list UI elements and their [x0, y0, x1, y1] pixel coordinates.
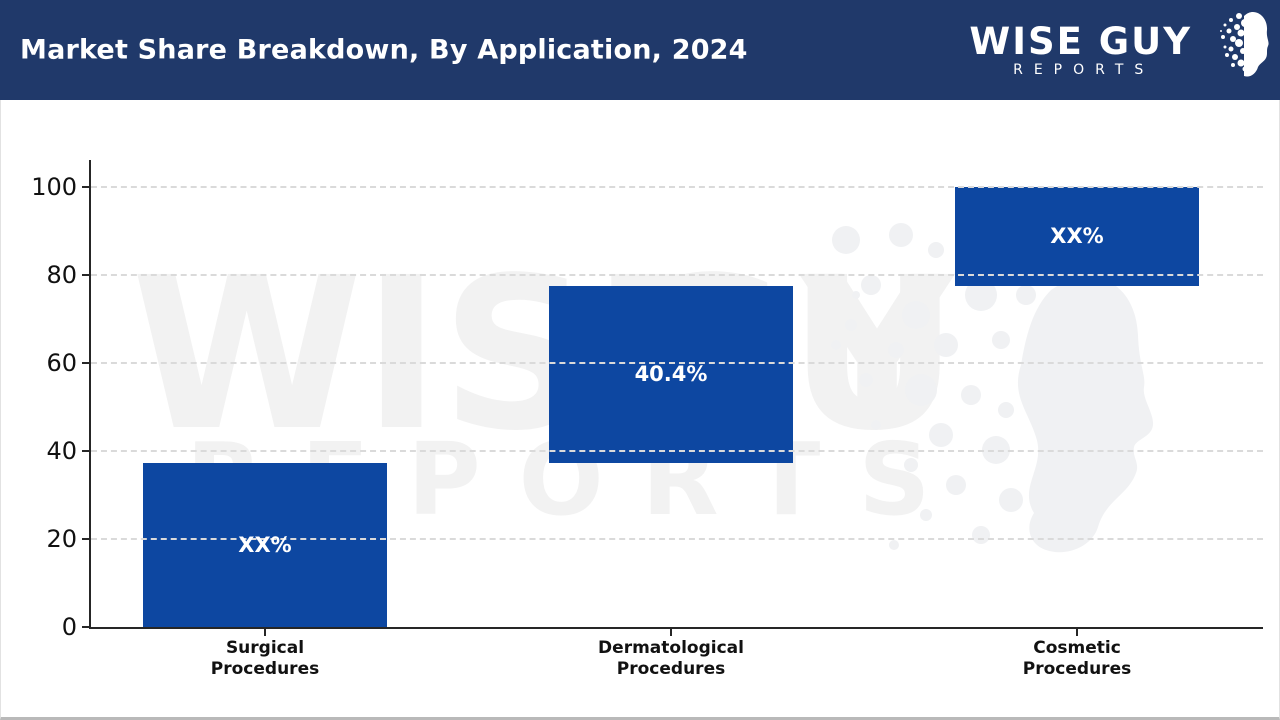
logo-wordmark: WISE GUY	[969, 19, 1192, 63]
x-label-dermatological: Dermatological Procedures	[598, 638, 744, 679]
gridline	[91, 362, 1263, 364]
y-tick-label: 20	[46, 525, 77, 553]
y-tick-mark	[82, 274, 90, 276]
bar-value-label: 40.4%	[634, 362, 708, 387]
gridline	[91, 186, 1263, 188]
y-tick-mark	[82, 362, 90, 364]
x-tick-mark	[670, 629, 672, 636]
bar-value-label: XX%	[1050, 224, 1104, 249]
bar-surgical	[143, 463, 387, 627]
y-tick-label: 80	[46, 261, 77, 289]
page-title: Market Share Breakdown, By Application, …	[20, 34, 748, 66]
header-bar: Market Share Breakdown, By Application, …	[0, 0, 1280, 100]
y-tick-label: 60	[46, 349, 77, 377]
wiseguy-logo-text: WISE GUY REPORTS	[969, 19, 1192, 78]
y-tick-mark	[82, 450, 90, 452]
x-tick-mark	[264, 629, 266, 636]
gridline	[91, 538, 1263, 540]
logo-subtitle: REPORTS	[1013, 61, 1155, 78]
wiseguy-face-icon	[1220, 11, 1269, 77]
x-label-surgical: Surgical Procedures	[210, 638, 320, 679]
y-tick-mark	[82, 538, 90, 540]
chart-canvas: WISE GU Y REPORTS XX% 40.4% XX% Surgical…	[0, 100, 1280, 720]
y-tick-label: 0	[61, 613, 77, 641]
wiseguy-logo: WISE GUY REPORTS	[969, 8, 1270, 92]
x-axis-line	[89, 627, 1263, 629]
y-tick-label: 40	[46, 437, 77, 465]
x-label-cosmetic: Cosmetic Procedures	[1022, 638, 1132, 679]
bar-dermatological	[549, 285, 793, 464]
gridline	[91, 450, 1263, 452]
y-axis-line	[89, 160, 91, 629]
bar-value-label: XX%	[238, 533, 292, 558]
y-tick-mark	[82, 186, 90, 188]
x-tick-mark	[1076, 629, 1078, 636]
watermark-face-icon	[831, 223, 1154, 553]
gridline	[91, 274, 1263, 276]
bar-cosmetic	[955, 187, 1199, 286]
y-tick-mark	[82, 626, 90, 628]
y-tick-label: 100	[31, 173, 77, 201]
